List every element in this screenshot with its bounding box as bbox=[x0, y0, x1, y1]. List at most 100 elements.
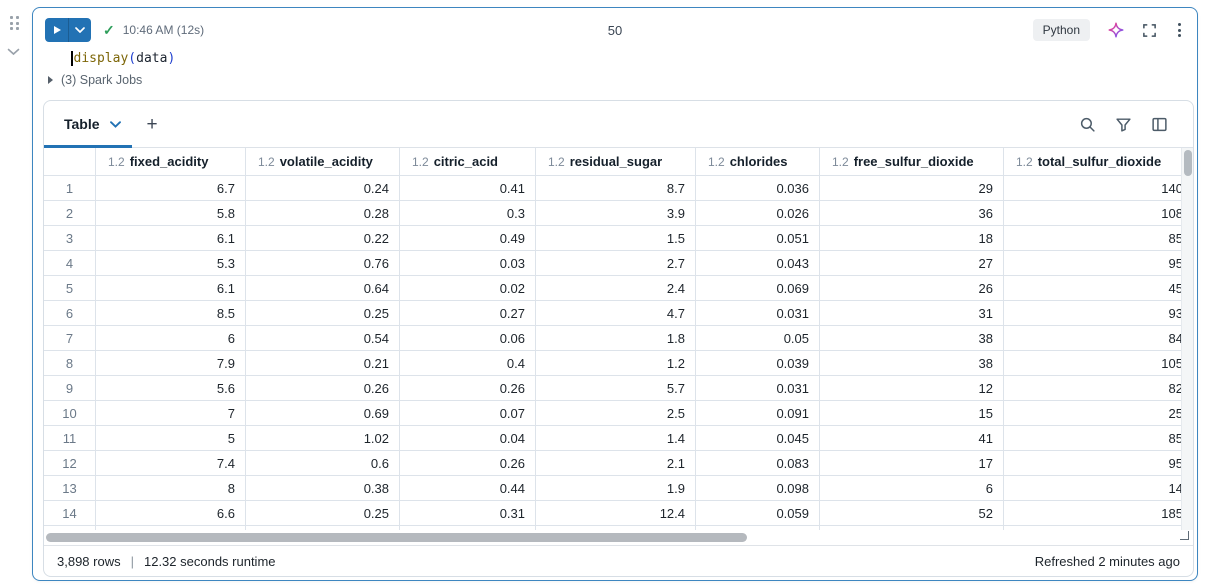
table-cell: 0.059 bbox=[696, 501, 820, 526]
collapse-cell-chevron-icon[interactable] bbox=[7, 48, 20, 56]
table-cell: 0.76 bbox=[246, 251, 400, 276]
table-cell: 0.26 bbox=[246, 376, 400, 401]
column-name: chlorides bbox=[729, 153, 788, 169]
table-cell: 0.6 bbox=[246, 451, 400, 476]
tab-table[interactable]: Table bbox=[64, 116, 121, 132]
table-cell: 1.02 bbox=[246, 426, 400, 451]
table-cell bbox=[696, 526, 820, 530]
table-cell: 0.045 bbox=[696, 426, 820, 451]
code-editor[interactable]: display(data) bbox=[33, 47, 1197, 69]
text-cursor bbox=[71, 50, 73, 66]
table-row: 36.10.220.491.50.0511885 bbox=[44, 226, 1181, 251]
table-cell: 0.28 bbox=[246, 201, 400, 226]
expand-fullscreen-icon[interactable] bbox=[1142, 23, 1157, 38]
cell-header: ✓ 10:46 AM (12s) 50 Python bbox=[33, 13, 1197, 47]
table-cell: 84 bbox=[1004, 326, 1181, 351]
drag-handle-icon[interactable] bbox=[10, 16, 20, 30]
column-header-citric_acid[interactable]: 1.2 citric_acid bbox=[400, 148, 536, 176]
table-cell: 1.2 bbox=[536, 351, 696, 376]
vertical-scrollbar[interactable] bbox=[1181, 148, 1193, 530]
column-name: citric_acid bbox=[433, 153, 499, 169]
column-name: free_sulfur_dioxide bbox=[853, 153, 974, 169]
table-cell bbox=[246, 526, 400, 530]
table-cell: 27 bbox=[820, 251, 1004, 276]
run-options-button[interactable] bbox=[69, 27, 91, 33]
row-number: 14 bbox=[44, 501, 96, 526]
table-cell: 0.07 bbox=[400, 401, 536, 426]
table-cell bbox=[96, 526, 246, 530]
column-header-residual_sugar[interactable]: 1.2 residual_sugar bbox=[536, 148, 696, 176]
table-cell: 14 bbox=[1004, 476, 1181, 501]
table-cell: 0.098 bbox=[696, 476, 820, 501]
table-cell: 0.06 bbox=[400, 326, 536, 351]
run-button-divider bbox=[68, 18, 69, 42]
column-header-chlorides[interactable]: 1.2 chlorides bbox=[696, 148, 820, 176]
assistant-sparkle-icon[interactable] bbox=[1107, 21, 1125, 39]
table-cell bbox=[400, 526, 536, 530]
table-cell: 18 bbox=[820, 226, 1004, 251]
table-row: 760.540.061.80.053884 bbox=[44, 326, 1181, 351]
table-cell: 5.6 bbox=[96, 376, 246, 401]
success-check-icon: ✓ bbox=[103, 21, 115, 38]
row-number: 10 bbox=[44, 401, 96, 426]
table-toolbar-icons bbox=[1079, 116, 1173, 133]
table-cell: 0.05 bbox=[696, 326, 820, 351]
table-row: 56.10.640.022.40.0692645 bbox=[44, 276, 1181, 301]
run-button[interactable] bbox=[45, 18, 91, 42]
column-header-total_sulfur_dioxide[interactable]: 1.2 total_sulfur_dioxide bbox=[1004, 148, 1181, 176]
table-cell: 12.4 bbox=[536, 501, 696, 526]
table-cell bbox=[820, 526, 1004, 530]
table-cell: 0.026 bbox=[696, 201, 820, 226]
cell-menu-kebab-icon[interactable] bbox=[1174, 21, 1185, 39]
table-cell: 8 bbox=[96, 476, 246, 501]
horizontal-scrollbar[interactable] bbox=[44, 530, 1193, 545]
numeric-type-icon: 1.2 bbox=[548, 154, 565, 169]
table-cell: 0.24 bbox=[246, 176, 400, 201]
columns-icon[interactable] bbox=[1151, 116, 1168, 133]
results-tab-bar: Table + bbox=[44, 101, 1193, 148]
table-cell: 0.69 bbox=[246, 401, 400, 426]
column-header-free_sulfur_dioxide[interactable]: 1.2 free_sulfur_dioxide bbox=[820, 148, 1004, 176]
table-cell: 6 bbox=[820, 476, 1004, 501]
row-number: 4 bbox=[44, 251, 96, 276]
table-cell: 7.4 bbox=[96, 451, 246, 476]
table-cell: 140 bbox=[1004, 176, 1181, 201]
code-argument: data bbox=[136, 50, 168, 66]
search-icon[interactable] bbox=[1079, 116, 1096, 133]
play-icon bbox=[54, 26, 61, 34]
table-cell: 6.1 bbox=[96, 226, 246, 251]
row-number: 8 bbox=[44, 351, 96, 376]
table-cell: 0.039 bbox=[696, 351, 820, 376]
table-cell: 0.64 bbox=[246, 276, 400, 301]
table-cell bbox=[536, 526, 696, 530]
column-header-fixed_acidity[interactable]: 1.2 fixed_acidity bbox=[96, 148, 246, 176]
refreshed-label: Refreshed 2 minutes ago bbox=[1034, 553, 1180, 569]
add-visualization-button[interactable]: + bbox=[146, 113, 158, 135]
table-cell: 0.54 bbox=[246, 326, 400, 351]
table-cell: 41 bbox=[820, 426, 1004, 451]
spark-jobs-toggle[interactable]: (3) Spark Jobs bbox=[33, 69, 1197, 91]
tab-options-chevron-icon[interactable] bbox=[109, 120, 121, 128]
resize-handle[interactable] bbox=[1180, 531, 1189, 540]
filter-icon[interactable] bbox=[1115, 116, 1132, 133]
table-cell: 2.7 bbox=[536, 251, 696, 276]
table-cell: 0.03 bbox=[400, 251, 536, 276]
table-cell: 7.9 bbox=[96, 351, 246, 376]
vertical-scrollbar-thumb[interactable] bbox=[1184, 150, 1192, 176]
column-name: total_sulfur_dioxide bbox=[1037, 153, 1162, 169]
row-number: 3 bbox=[44, 226, 96, 251]
horizontal-scrollbar-thumb[interactable] bbox=[46, 532, 747, 542]
table-cell: 0.22 bbox=[246, 226, 400, 251]
table-row: 1 6.7 0.24 0.41 8.7 0.036 29 140 bbox=[44, 176, 1181, 201]
table-cell: 36 bbox=[820, 201, 1004, 226]
results-panel: Table + 1.2 fixed_acidi bbox=[43, 100, 1194, 577]
table-cell: 5.7 bbox=[536, 376, 696, 401]
language-selector[interactable]: Python bbox=[1032, 19, 1090, 41]
column-header-volatile_acidity[interactable]: 1.2 volatile_acidity bbox=[246, 148, 400, 176]
spark-jobs-label: (3) Spark Jobs bbox=[61, 73, 143, 87]
row-number-header bbox=[44, 148, 96, 176]
table-cell: 85 bbox=[1004, 426, 1181, 451]
